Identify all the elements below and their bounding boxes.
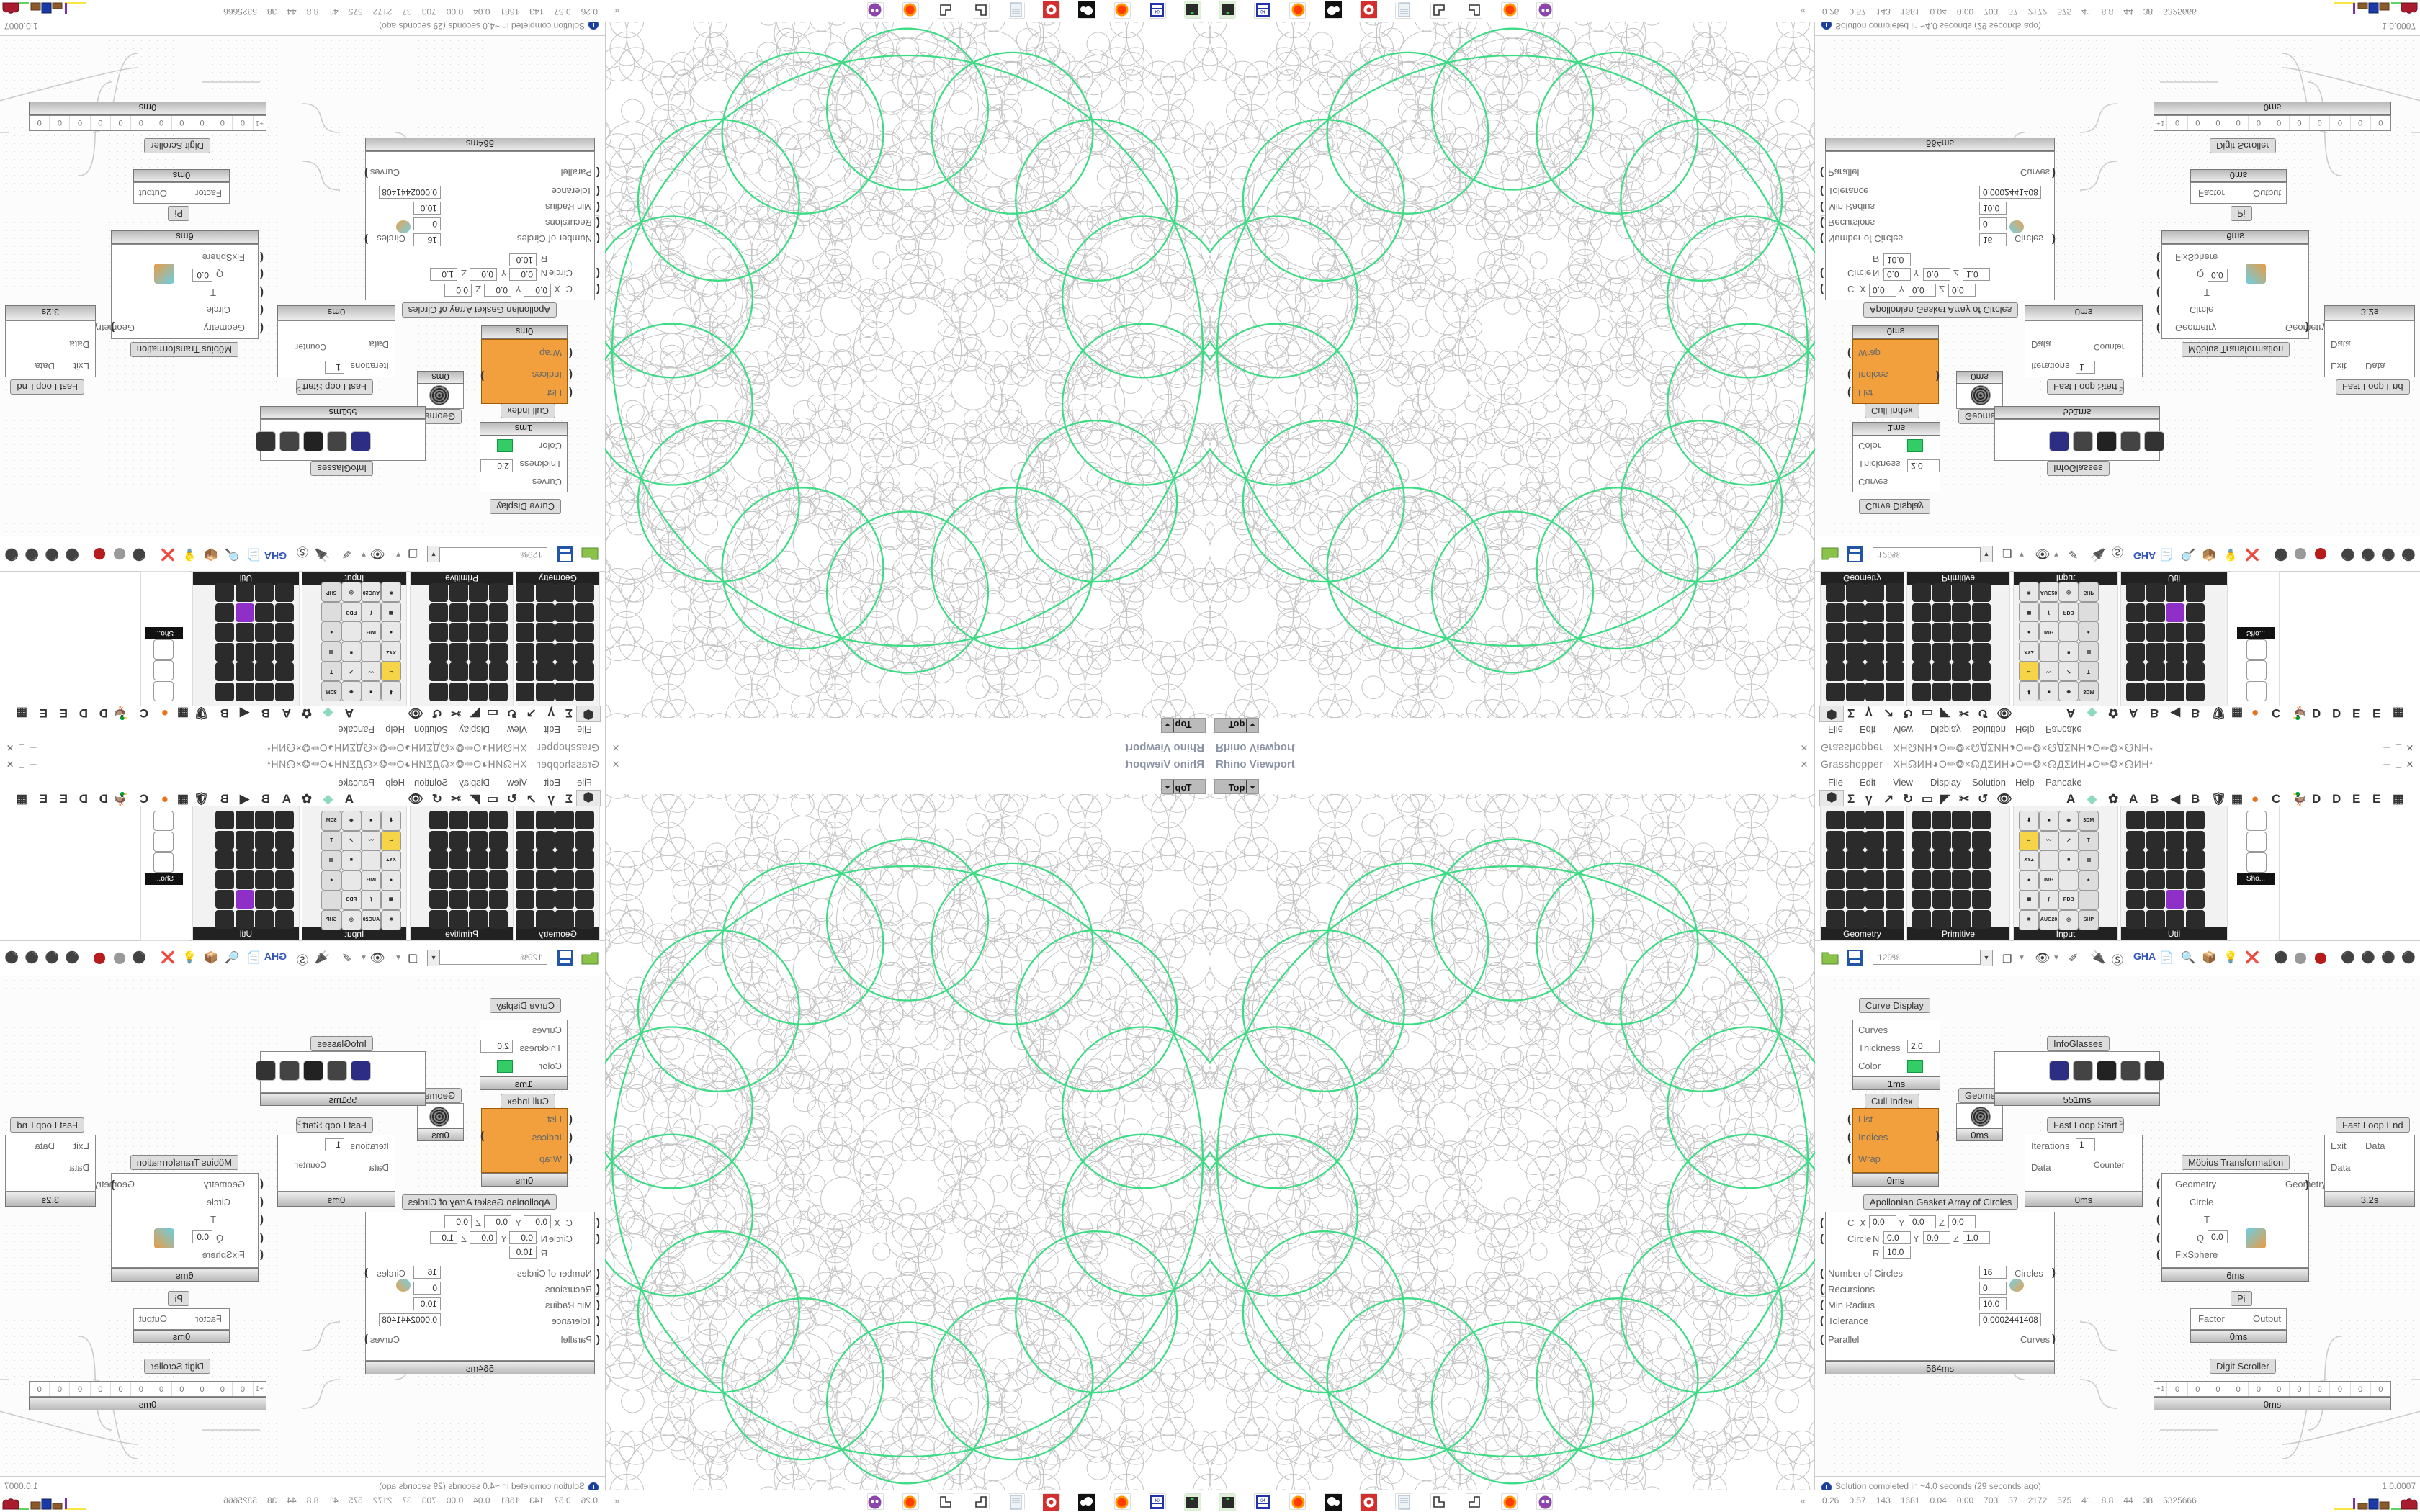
svg-text:64: 64 [1155, 9, 1160, 13]
svg-text:64: 64 [1260, 9, 1265, 13]
svg-text:64: 64 [1155, 1499, 1160, 1503]
